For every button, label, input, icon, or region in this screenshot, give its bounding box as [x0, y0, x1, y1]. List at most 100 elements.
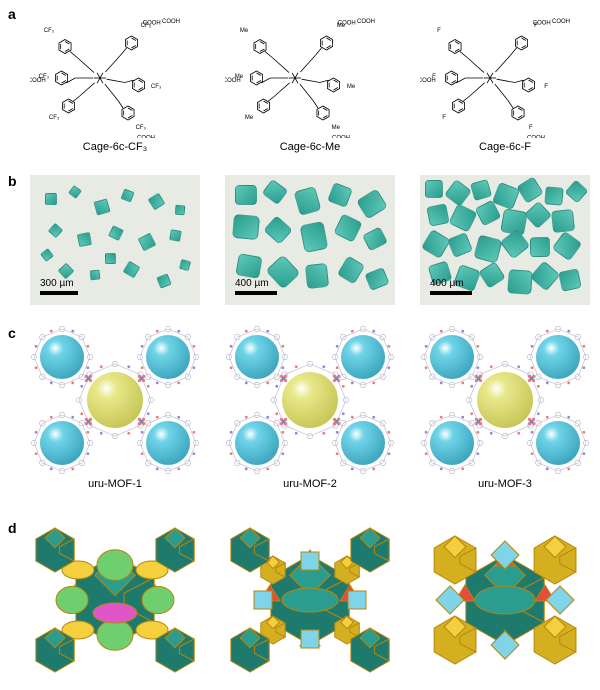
micrograph-1: 400 µm: [225, 175, 395, 305]
crystal: [235, 185, 257, 205]
scalebar-text-1: 400 µm: [235, 278, 269, 289]
scalebar-line-0: [40, 291, 78, 295]
topology-svg-0: [30, 525, 200, 675]
panel-label-c: c: [8, 325, 16, 341]
crystal: [507, 269, 533, 295]
chem-svg-1: MeMeCOOHMeMeCOOHMeMeCOOHCOOH: [225, 8, 395, 138]
panel-label-b: b: [8, 173, 17, 189]
svg-text:Me: Me: [245, 115, 254, 121]
svg-text:COOH: COOH: [338, 21, 356, 27]
topology-1: [225, 525, 395, 675]
crystal: [425, 180, 443, 198]
mof-svg-0: [30, 325, 200, 475]
crystal: [478, 261, 506, 289]
crystal: [470, 179, 492, 201]
svg-text:COOH: COOH: [552, 19, 570, 25]
svg-text:F: F: [544, 84, 548, 90]
crystal: [235, 253, 262, 279]
chem-svg-2: FFCOOHFFCOOHFFCOOHCOOH: [420, 8, 590, 138]
chem-caption-2: Cage-6c-F: [479, 141, 531, 153]
crystal: [551, 209, 575, 233]
crystal: [108, 225, 124, 241]
crystal: [105, 253, 116, 264]
crystal: [123, 261, 141, 279]
crystal: [333, 213, 362, 242]
svg-text:F: F: [529, 125, 533, 131]
crystal: [77, 232, 92, 247]
crystal: [364, 267, 389, 291]
svg-text:COOH: COOH: [143, 21, 161, 27]
mof-structure-1: uru-MOF-2: [225, 325, 395, 490]
crystal: [500, 229, 531, 260]
crystal: [148, 193, 166, 211]
svg-text:Me: Me: [347, 84, 356, 90]
svg-text:COOH: COOH: [420, 78, 436, 84]
crystal: [58, 263, 75, 280]
row-d-topology: [30, 525, 590, 675]
crystal: [558, 268, 582, 292]
crystal: [293, 186, 321, 216]
crystal: [300, 221, 329, 253]
crystal: [356, 188, 388, 219]
crystal: [564, 179, 588, 203]
svg-text:CF₃: CF₃: [136, 125, 147, 131]
scalebar-2: 400 µm: [430, 278, 472, 295]
panel-label-a: a: [8, 6, 16, 22]
crystal: [156, 273, 172, 289]
topology-2: [420, 525, 590, 675]
mof-structure-0: uru-MOF-1: [30, 325, 200, 490]
svg-text:COOH: COOH: [533, 21, 551, 27]
crystal: [426, 203, 449, 226]
svg-text:COOH: COOH: [30, 78, 46, 84]
micrograph-0: 300 µm: [30, 175, 200, 305]
crystal: [40, 248, 54, 262]
topology-svg-1: [225, 525, 395, 675]
chem-structure-2: FFCOOHFFCOOHFFCOOHCOOHCage-6c-F: [420, 8, 590, 153]
crystal: [516, 176, 544, 204]
svg-text:COOH: COOH: [332, 136, 350, 139]
svg-text:CF₃: CF₃: [49, 115, 60, 121]
crystal: [263, 215, 293, 245]
crystal: [179, 259, 191, 271]
svg-text:Me: Me: [240, 28, 249, 34]
crystal: [444, 179, 472, 207]
mof-caption-2: uru-MOF-3: [478, 478, 532, 490]
crystal: [473, 234, 502, 263]
svg-text:F: F: [437, 28, 441, 34]
crystal: [362, 226, 388, 251]
crystal: [45, 193, 57, 205]
micrograph-image-2: 400 µm: [420, 175, 590, 305]
scalebar-text-0: 300 µm: [40, 278, 74, 289]
crystal: [93, 198, 110, 215]
topology-svg-2: [420, 525, 590, 675]
chem-caption-0: Cage-6c-CF₃: [83, 141, 147, 153]
svg-text:Me: Me: [332, 125, 341, 131]
mof-svg-2: [420, 325, 590, 475]
svg-text:COOH: COOH: [162, 19, 180, 25]
crystal: [120, 188, 134, 202]
crystal: [232, 214, 260, 240]
chem-structure-0: CF₃CF₃COOHCF₃CF₃COOHCF₃CF₃COOHCOOHCage-6…: [30, 8, 200, 153]
crystal: [138, 233, 157, 252]
scalebar-0: 300 µm: [40, 278, 78, 295]
svg-text:CF₃: CF₃: [151, 84, 162, 90]
crystal: [421, 229, 451, 259]
topology-0: [30, 525, 200, 675]
svg-text:COOH: COOH: [225, 78, 241, 84]
crystal: [305, 263, 329, 289]
chem-structure-1: MeMeCOOHMeMeCOOHMeMeCOOHCOOHCage-6c-Me: [225, 8, 395, 153]
crystal: [337, 255, 365, 284]
crystal: [552, 231, 583, 262]
crystal: [448, 203, 477, 232]
row-b-micrographs: 300 µm 400 µm 400 µm: [30, 175, 590, 305]
micrograph-image-1: 400 µm: [225, 175, 395, 305]
crystal: [48, 223, 64, 239]
micrograph-2: 400 µm: [420, 175, 590, 305]
crystal: [68, 185, 82, 199]
crystal: [544, 186, 564, 206]
mof-structure-2: uru-MOF-3: [420, 325, 590, 490]
micrograph-image-0: 300 µm: [30, 175, 200, 305]
scalebar-text-2: 400 µm: [430, 278, 464, 289]
crystal: [447, 232, 473, 258]
svg-text:CF₃: CF₃: [44, 28, 55, 34]
